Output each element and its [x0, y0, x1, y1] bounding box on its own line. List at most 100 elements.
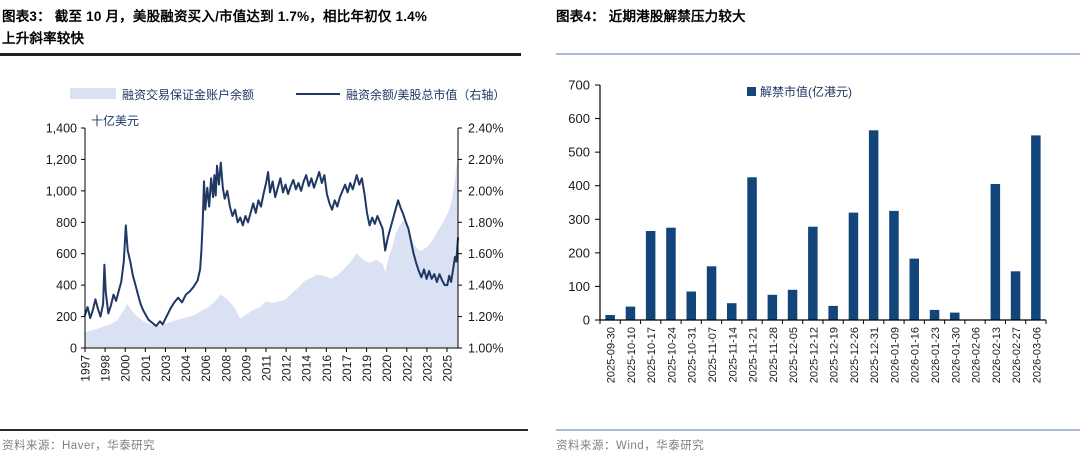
svg-text:2001: 2001: [139, 355, 153, 382]
bar-2025-11-14: [727, 303, 737, 320]
figure3-panel: 图表3： 截至 10 月，美股融资买入/市值达到 1.7%，相比年初仅 1.4%…: [0, 6, 532, 452]
svg-text:0: 0: [70, 342, 77, 356]
svg-text:2014: 2014: [300, 355, 314, 382]
svg-text:2000: 2000: [119, 355, 133, 382]
figure4-y-axis-labels: 0 100 200 300 400 500 600 700: [568, 78, 600, 328]
svg-text:400: 400: [568, 178, 590, 193]
svg-text:2023: 2023: [420, 355, 434, 382]
svg-text:2025-12-26: 2025-12-26: [849, 327, 861, 383]
svg-text:2025-11-21: 2025-11-21: [748, 327, 760, 382]
bar-2026-01-16: [909, 258, 919, 320]
svg-text:2025-12-12: 2025-12-12: [808, 327, 820, 383]
svg-text:2026-02-27: 2026-02-27: [1011, 327, 1023, 383]
legend-line-label: 融资余额/美股总市值（右轴）: [346, 87, 505, 102]
figure4-title-line1: 图表4： 近期港股解禁压力较大: [556, 9, 746, 24]
svg-text:1.20%: 1.20%: [468, 310, 503, 324]
bar-2025-11-21: [747, 177, 757, 320]
figure4-legend: 解禁市值(亿港元): [747, 84, 852, 99]
bar-2025-10-31: [686, 291, 696, 320]
figure3-chart: 融资交易保证金账户余额 融资余额/美股总市值（右轴） 0 200 400 600 800 1,…: [46, 87, 506, 382]
svg-text:2025-10-10: 2025-10-10: [626, 327, 638, 383]
margin-balance-area-series: [85, 151, 458, 348]
svg-text:2025-11-07: 2025-11-07: [707, 327, 719, 382]
svg-text:1.60%: 1.60%: [468, 247, 503, 261]
svg-text:2026-01-30: 2026-01-30: [950, 327, 962, 383]
svg-text:1,000: 1,000: [46, 184, 77, 198]
bar-2026-03-06: [1031, 135, 1041, 320]
figure3-title-line2: 上升斜率较快: [2, 31, 85, 46]
figure4-source-rule: [556, 429, 1080, 431]
bar-2026-02-27: [1010, 271, 1021, 320]
svg-text:800: 800: [56, 216, 77, 230]
figure3-title-rule: [0, 53, 521, 56]
svg-text:600: 600: [568, 111, 590, 126]
svg-text:100: 100: [568, 279, 590, 294]
svg-text:2.20%: 2.20%: [468, 153, 503, 167]
svg-text:2012: 2012: [280, 355, 294, 382]
bar-2025-12-31: [868, 130, 879, 320]
figure3-axes: [84, 128, 459, 349]
svg-text:400: 400: [56, 279, 77, 293]
svg-text:200: 200: [56, 310, 77, 324]
bar-2025-12-12: [808, 226, 818, 320]
legend-bar-swatch: [747, 87, 756, 96]
svg-text:200: 200: [568, 245, 590, 260]
svg-text:1,400: 1,400: [46, 122, 77, 136]
figure3-title: 图表3： 截至 10 月，美股融资买入/市值达到 1.7%，相比年初仅 1.4%…: [2, 6, 532, 50]
legend-area-swatch: [70, 88, 116, 99]
lockup-expiry-bars: [605, 130, 1041, 320]
svg-text:2008: 2008: [219, 355, 233, 382]
bar-2026-01-09: [889, 210, 899, 320]
svg-text:1.40%: 1.40%: [468, 279, 503, 293]
svg-text:700: 700: [568, 78, 590, 93]
svg-text:0: 0: [583, 313, 590, 328]
legend-area-label: 融资交易保证金账户余额: [122, 87, 254, 102]
svg-text:2019: 2019: [360, 355, 374, 382]
svg-text:2.40%: 2.40%: [468, 122, 503, 136]
svg-text:2020: 2020: [380, 355, 394, 382]
svg-text:2025-10-24: 2025-10-24: [667, 327, 679, 383]
bar-2025-09-30: [605, 315, 615, 320]
svg-text:600: 600: [56, 247, 77, 261]
figure4-title: 图表4： 近期港股解禁压力较大: [556, 6, 1076, 28]
svg-text:2025-11-28: 2025-11-28: [768, 327, 780, 382]
figure3-x-axis-labels: 1997 1998 2000 2001 2003 2004 2006 2008 2009 2011…: [79, 348, 455, 382]
svg-text:1.80%: 1.80%: [468, 216, 503, 230]
svg-text:2022: 2022: [400, 355, 414, 382]
svg-text:2025-12-19: 2025-12-19: [829, 327, 841, 383]
svg-text:2025-12-31: 2025-12-31: [869, 327, 881, 383]
svg-text:1,200: 1,200: [46, 153, 77, 167]
figure4-x-axis-labels: 2025-09-30 2025-10-10 2025-10-17 2025-10-24…: [599, 320, 1047, 383]
bar-2026-01-23: [929, 309, 940, 320]
svg-text:2026-01-09: 2026-01-09: [890, 327, 902, 383]
svg-text:2017: 2017: [340, 355, 354, 382]
figure4-source: 资料来源：Wind，华泰研究: [556, 440, 705, 452]
figure3-title-line1: 图表3： 截至 10 月，美股融资买入/市值达到 1.7%，相比年初仅 1.4%: [2, 9, 428, 24]
svg-text:2025: 2025: [441, 355, 455, 382]
svg-text:1998: 1998: [99, 355, 113, 382]
bar-2025-10-24: [666, 227, 676, 320]
svg-text:1997: 1997: [79, 355, 93, 382]
svg-text:300: 300: [568, 212, 590, 227]
bar-2025-11-07: [706, 266, 717, 320]
bar-2025-10-17: [645, 231, 656, 320]
bar-2025-12-05: [787, 289, 798, 320]
svg-text:2026-02-13: 2026-02-13: [991, 327, 1003, 383]
svg-text:2026-03-06: 2026-03-06: [1031, 327, 1043, 383]
svg-text:2003: 2003: [159, 355, 173, 382]
svg-text:2025-10-31: 2025-10-31: [687, 327, 699, 383]
bar-2025-12-19: [828, 305, 838, 320]
svg-text:2.00%: 2.00%: [468, 184, 503, 198]
legend-bar-label: 解禁市值(亿港元): [760, 84, 852, 99]
svg-text:2025-11-14: 2025-11-14: [727, 327, 739, 382]
figure4-panel: 图表4： 近期港股解禁压力较大 解禁市值(亿港元) 0 100 200 300 400 50…: [540, 0, 1080, 464]
svg-text:2026-01-16: 2026-01-16: [910, 327, 922, 383]
svg-text:1.00%: 1.00%: [468, 342, 503, 356]
figure4-chart: 解禁市值(亿港元) 0 100 200 300 400 500 600 700 2025-09-3…: [568, 78, 1047, 383]
figure3-source-rule: [0, 429, 528, 431]
figure3-right-axis-labels: 1.00% 1.20% 1.40% 1.60% 1.80% 2.00% 2.20% 2.40%: [458, 122, 503, 356]
svg-text:2025-12-05: 2025-12-05: [788, 327, 800, 383]
bar-2025-12-26: [848, 212, 859, 320]
figure3-left-axis-labels: 0 200 400 600 800 1,000 1,200 1,400 十亿美元: [46, 113, 139, 356]
